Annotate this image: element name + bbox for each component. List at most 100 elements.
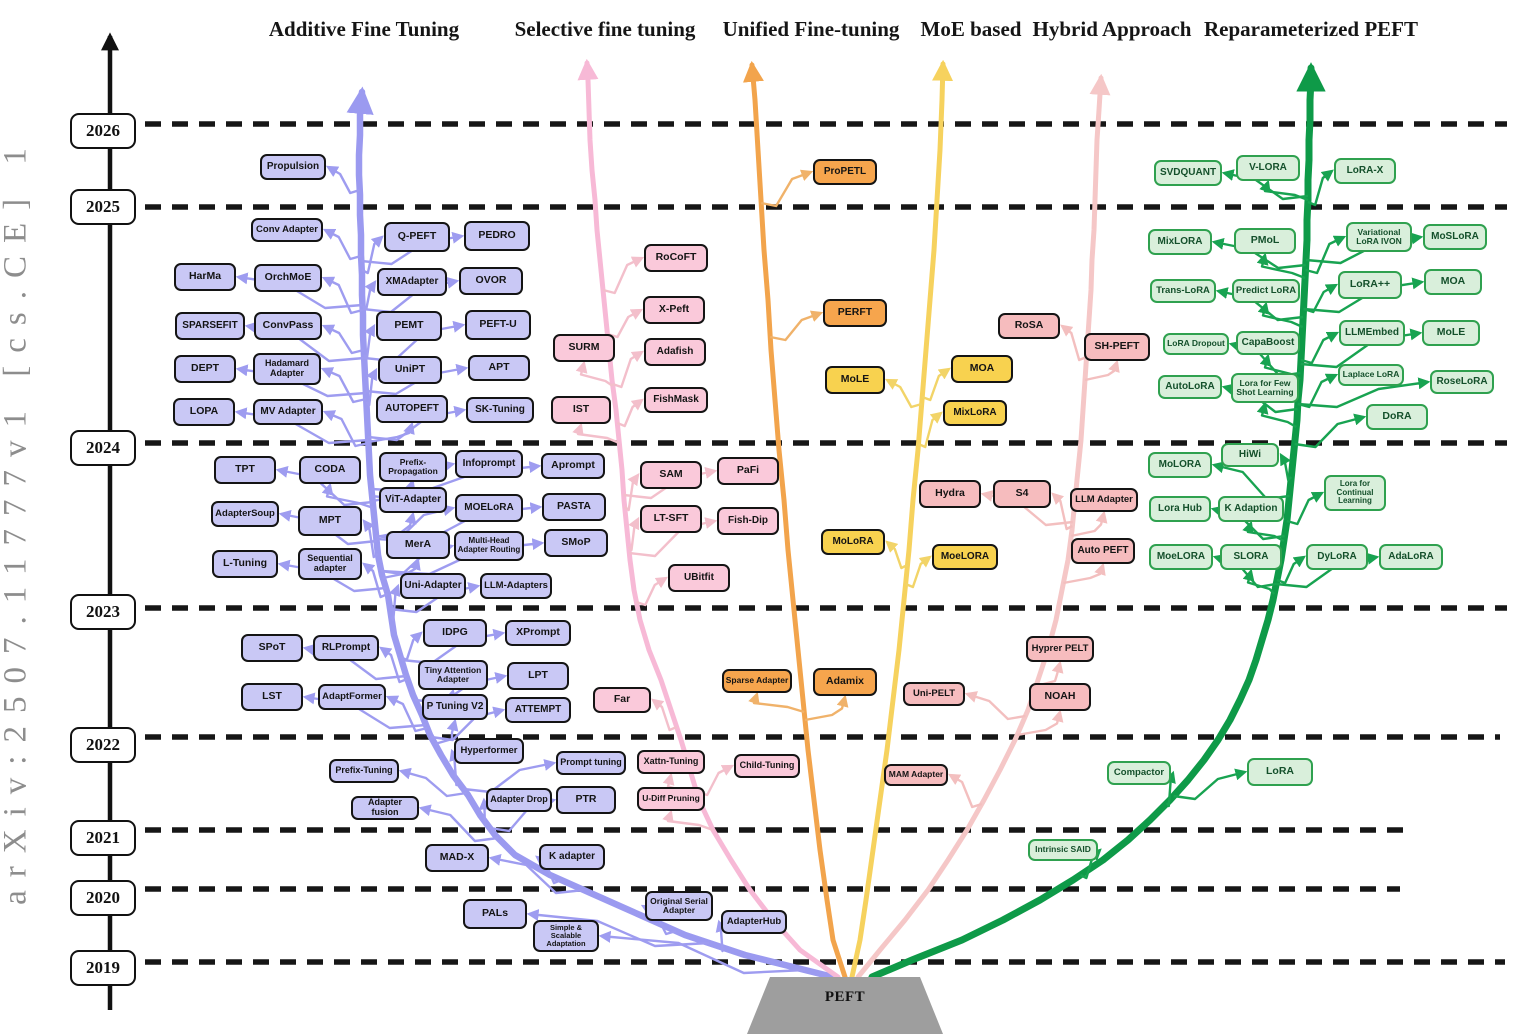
branch-title-unified: Unified Fine-tuning: [722, 17, 900, 41]
method-box-ist: IST: [551, 396, 611, 424]
method-box-lst: LST: [241, 683, 303, 711]
method-box-adamix: Adamix: [813, 668, 877, 696]
method-box-lora-dropout: LoRA Dropout: [1163, 333, 1229, 355]
method-box-xprompt: XPrompt: [505, 620, 571, 646]
method-box-child-tuning: Child-Tuning: [734, 754, 800, 778]
method-box-convpass: ConvPass: [254, 312, 322, 340]
method-box-prompt-tuning: Prompt tuning: [556, 751, 626, 775]
branch-title-reparam: Reparameterized PEFT: [1203, 17, 1419, 41]
method-box-simple-scalable-adaptation: Simple & Scalable Adaptation: [533, 920, 599, 952]
method-box-predict-lora: Predict LoRA: [1232, 279, 1300, 303]
method-box-mv-adapter: MV Adapter: [253, 399, 323, 425]
method-box-harma: HarMa: [174, 263, 236, 291]
branch-title-selective: Selective fine tuning: [514, 17, 696, 41]
method-box-mad-x: MAD-X: [425, 844, 489, 872]
method-box-hiwi: HiWi: [1221, 443, 1279, 467]
method-box-rosa: RoSA: [998, 313, 1060, 339]
method-box-l-tuning: L-Tuning: [212, 550, 278, 578]
method-box-noah: NOAH: [1029, 683, 1091, 711]
method-box-moelora: MOELoRA: [455, 494, 523, 522]
method-box-molora: MoLORA: [1148, 452, 1212, 478]
branch-title-hybrid: Hybrid Approach: [1032, 17, 1192, 41]
method-box-lopa: LOPA: [173, 398, 235, 426]
method-box-mole: MoLE: [825, 366, 885, 394]
method-box-k-adaption: K Adaption: [1218, 496, 1284, 522]
method-box-mole: MoLE: [1422, 320, 1480, 346]
method-box-surm: SURM: [553, 334, 615, 362]
method-box-propulsion: Propulsion: [260, 154, 326, 180]
method-box-smop: SMoP: [544, 529, 608, 557]
peft-trunk: PEFT: [747, 977, 943, 1034]
method-box-pmol: PMoL: [1234, 228, 1296, 254]
method-box-adafish: Adafish: [644, 338, 706, 366]
method-box-sk-tuning: SK-Tuning: [466, 397, 534, 423]
method-box-lora-: LoRA++: [1338, 271, 1402, 299]
method-box-adapter-drop: Adapter Drop: [486, 788, 552, 812]
method-box-pafi: PaFi: [717, 457, 779, 485]
method-box-uni-pelt: Uni-PELT: [903, 682, 965, 706]
method-box-lora: LoRA: [1247, 758, 1313, 786]
method-box-v-lora: V-LORA: [1236, 155, 1300, 181]
method-box-u-diff-pruning: U-Diff Pruning: [637, 787, 705, 811]
method-box-sam: SAM: [640, 461, 702, 489]
method-box-ubitfit: UBitfit: [668, 564, 730, 592]
method-box-adalora: AdaLoRA: [1379, 544, 1443, 570]
method-box-hydra: Hydra: [919, 480, 981, 508]
year-label-2022: 2022: [70, 727, 136, 763]
method-box-ptr: PTR: [556, 786, 616, 814]
method-box-hyprer-pelt: Hyprer PELT: [1026, 636, 1094, 662]
method-box-dora: DoRA: [1366, 404, 1428, 430]
method-box-lpt: LPT: [507, 662, 569, 690]
method-box-xattn-tuning: Xattn-Tuning: [637, 750, 705, 774]
method-box-rlprompt: RLPrompt: [313, 635, 379, 661]
method-box-infoprompt: Infoprompt: [455, 450, 523, 478]
method-box-mixlora: MixLORA: [1148, 229, 1212, 255]
method-box-lt-sft: LT-SFT: [640, 505, 702, 533]
method-box-dylora: DyLoRA: [1306, 544, 1368, 570]
method-box-far: Far: [593, 687, 651, 713]
method-box-moslora: MoSLoRA: [1423, 224, 1487, 250]
method-box-dept: DEPT: [174, 355, 236, 383]
method-box-x-peft: X-Peft: [643, 296, 705, 324]
method-box-sh-peft: SH-PEFT: [1084, 333, 1150, 361]
method-box-molora: MoLoRA: [821, 529, 885, 555]
method-box-auto-peft: Auto PEFT: [1071, 538, 1135, 564]
method-box-intrinsic-said: Intrinsic SAID: [1028, 839, 1098, 861]
year-label-2020: 2020: [70, 880, 136, 916]
method-box-tpt: TPT: [214, 456, 276, 484]
method-box-p-tuning-v2: P Tuning V2: [422, 694, 488, 720]
year-label-2024: 2024: [70, 430, 136, 466]
method-box-idpg: IDPG: [423, 619, 487, 647]
method-box-orchmoe: OrchMoE: [254, 264, 322, 292]
method-box-aprompt: Aprompt: [541, 453, 605, 479]
method-box-lora-for-few-shot-learning: Lora for Few Shot Learning: [1231, 373, 1299, 403]
method-box-autolora: AutoLoRA: [1158, 375, 1222, 399]
method-box-adaptersoup: AdapterSoup: [211, 501, 279, 527]
method-box-original-serial-adapter: Original Serial Adapter: [645, 891, 713, 921]
method-box-perft: PERFT: [823, 299, 887, 327]
method-box-mera: MerA: [386, 531, 450, 559]
year-label-2021: 2021: [70, 820, 136, 856]
method-box-slora: SLORA: [1220, 544, 1282, 570]
method-box-sparsefit: SPARSEFIT: [175, 312, 245, 340]
peft-trunk-label: PEFT: [824, 989, 866, 1005]
method-box-hyperformer: Hyperformer: [454, 738, 524, 764]
method-box-llm-adapter: LLM Adapter: [1070, 488, 1138, 512]
method-box-moelora: MoeLORA: [932, 544, 998, 570]
method-box-sparse-adapter: Sparse Adapter: [722, 669, 792, 693]
method-box-adapterhub: AdapterHub: [721, 910, 787, 934]
method-box-variational-lora-ivon: Variational LoRA IVON: [1346, 222, 1412, 252]
method-box-trans-lora: Trans-LoRA: [1150, 279, 1216, 303]
branch-title-additive: Additive Fine Tuning: [268, 17, 460, 41]
year-label-2025: 2025: [70, 189, 136, 225]
method-box-lora-hub: Lora Hub: [1149, 496, 1211, 522]
method-box-mam-adapter: MAM Adapter: [884, 764, 948, 786]
method-box-pemt: PEMT: [376, 311, 442, 341]
method-box-vit-adapter: ViT-Adapter: [379, 487, 447, 513]
method-box-llmembed: LLMEmbed: [1339, 320, 1405, 346]
year-label-2023: 2023: [70, 594, 136, 630]
method-box-apt: APT: [468, 355, 530, 381]
method-box-adaptformer: AdaptFormer: [318, 684, 386, 710]
method-box-hadamard-adapter: Hadamard Adapter: [253, 353, 321, 385]
